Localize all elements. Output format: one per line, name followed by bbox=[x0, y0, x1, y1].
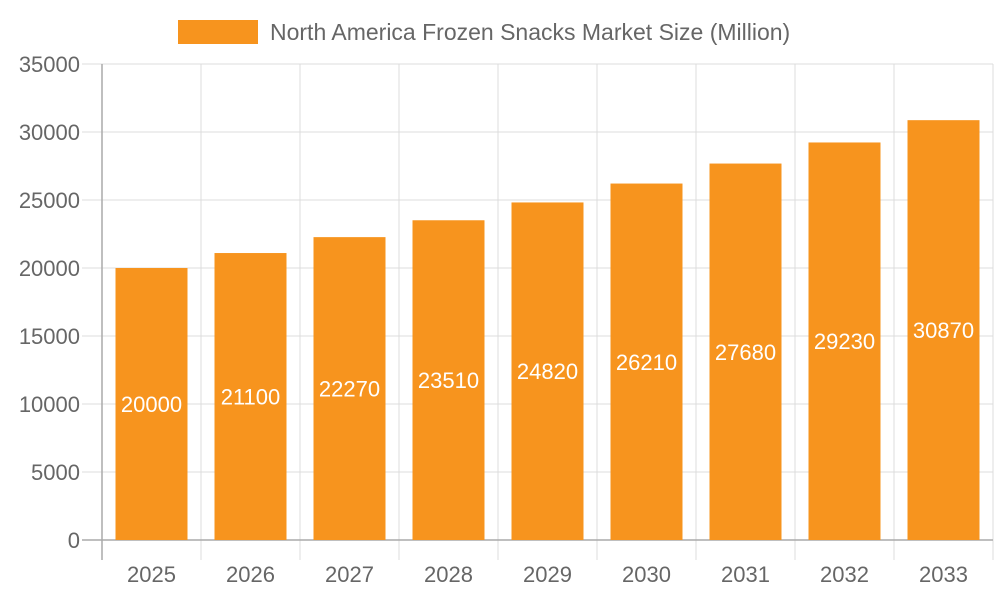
y-tick-label: 5000 bbox=[31, 460, 80, 485]
x-tick-label: 2027 bbox=[325, 562, 374, 587]
bar bbox=[610, 183, 683, 540]
bar bbox=[808, 142, 881, 541]
legend-label: North America Frozen Snacks Market Size … bbox=[270, 19, 790, 45]
y-tick-label: 20000 bbox=[19, 256, 80, 281]
data-label: 22270 bbox=[319, 377, 380, 402]
legend-swatch bbox=[178, 20, 258, 44]
y-tick-label: 0 bbox=[68, 528, 80, 553]
data-label: 20000 bbox=[121, 392, 182, 417]
y-tick-label: 25000 bbox=[19, 188, 80, 213]
x-tick-label: 2033 bbox=[919, 562, 968, 587]
y-tick-label: 10000 bbox=[19, 392, 80, 417]
bar bbox=[115, 268, 188, 540]
legend: North America Frozen Snacks Market Size … bbox=[178, 19, 790, 45]
bar bbox=[313, 237, 386, 541]
data-label: 29230 bbox=[814, 329, 875, 354]
x-tick-label: 2025 bbox=[127, 562, 176, 587]
bar bbox=[709, 163, 782, 540]
x-tick-label: 2029 bbox=[523, 562, 572, 587]
x-tick-label: 2032 bbox=[820, 562, 869, 587]
bar bbox=[907, 120, 980, 540]
data-label: 30870 bbox=[913, 318, 974, 343]
data-label: 24820 bbox=[517, 359, 578, 384]
data-label: 23510 bbox=[418, 368, 479, 393]
y-tick-label: 35000 bbox=[19, 52, 80, 77]
data-label: 27680 bbox=[715, 340, 776, 365]
bar bbox=[511, 202, 584, 540]
y-tick-label: 30000 bbox=[19, 120, 80, 145]
x-tick-label: 2031 bbox=[721, 562, 770, 587]
bar bbox=[412, 220, 485, 540]
bar bbox=[214, 253, 287, 541]
x-tick-label: 2026 bbox=[226, 562, 275, 587]
data-label: 26210 bbox=[616, 350, 677, 375]
data-label: 21100 bbox=[221, 385, 281, 410]
y-tick-label: 15000 bbox=[19, 324, 80, 349]
x-tick-label: 2030 bbox=[622, 562, 671, 587]
x-tick-label: 2028 bbox=[424, 562, 473, 587]
